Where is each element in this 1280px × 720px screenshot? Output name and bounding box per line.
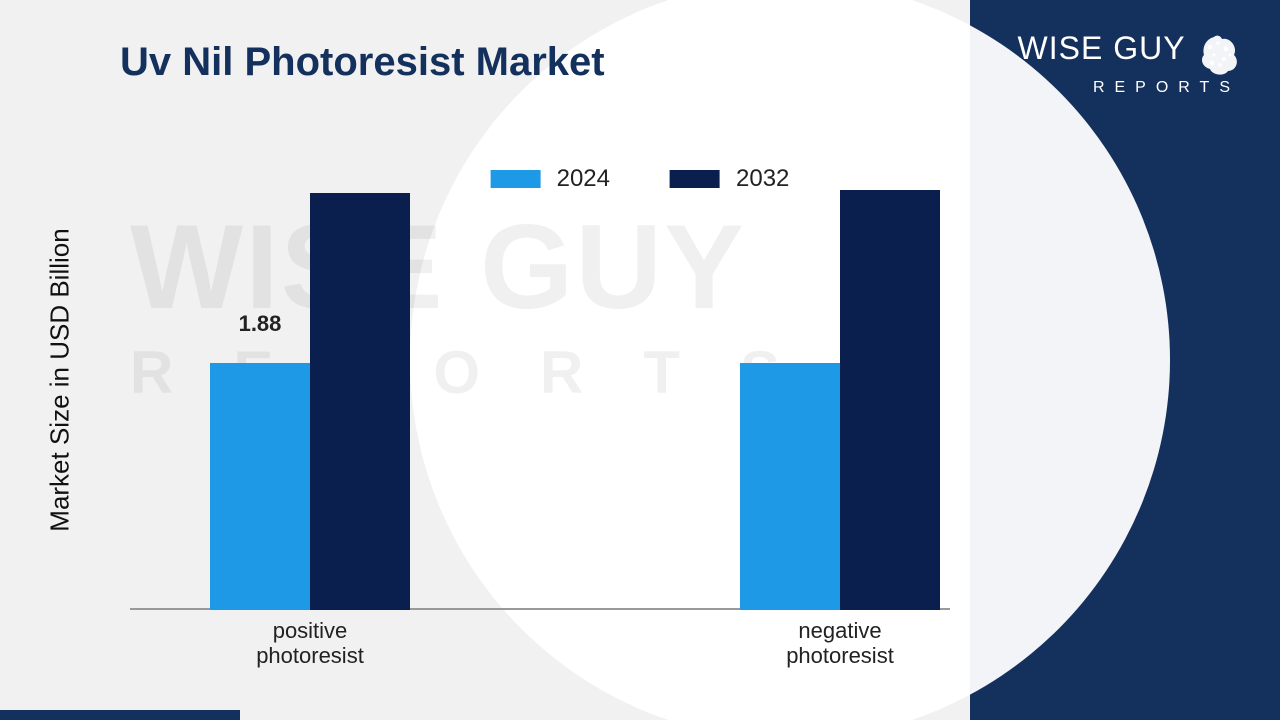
legend-label-2024: 2024 [557, 165, 610, 193]
legend-swatch-2024 [491, 170, 541, 188]
bar-positive-2032 [310, 193, 410, 610]
brand-logo-top: WISE GUY [1018, 30, 1186, 66]
chart-canvas: WISE GUY REPORTS Uv Nil Photoresist Mark… [0, 0, 1280, 720]
brand-logo: WISE GUY REPORTS [1018, 30, 1240, 97]
plot-area: positivephotoresistnegativephotoresist1.… [130, 190, 950, 610]
legend: 2024 2032 [491, 165, 790, 193]
bar-positive-2024 [210, 363, 310, 610]
y-axis-label: Market Size in USD Billion [45, 228, 76, 531]
bottom-accent-bar [0, 710, 240, 720]
bar-negative-2032 [840, 190, 940, 610]
category-label: positivephotoresist [256, 610, 364, 669]
brain-icon [1196, 33, 1240, 77]
legend-swatch-2032 [670, 170, 720, 188]
category-label: negativephotoresist [786, 610, 894, 669]
legend-label-2032: 2032 [736, 165, 789, 193]
brand-logo-sub: REPORTS [1018, 79, 1240, 97]
legend-item-2032: 2032 [670, 165, 789, 193]
chart-title: Uv Nil Photoresist Market [120, 40, 605, 85]
legend-item-2024: 2024 [491, 165, 610, 193]
bar-negative-2024 [740, 363, 840, 610]
value-label: 1.88 [239, 311, 282, 337]
